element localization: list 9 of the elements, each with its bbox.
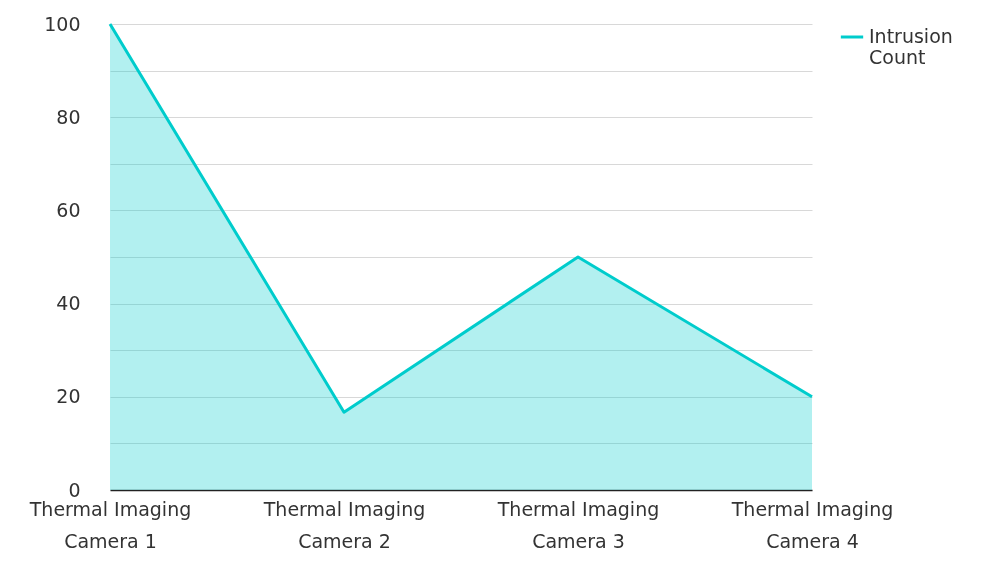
y-tick-label: 80 <box>56 105 81 128</box>
y-tick-label: 60 <box>56 198 81 221</box>
x-tick-label: Thermal Imaging Camera 3 <box>496 497 660 552</box>
legend-label: Intrusion Count <box>869 25 953 68</box>
x-tick-label: Thermal Imaging Camera 4 <box>730 497 894 552</box>
y-tick-label: 40 <box>56 292 81 315</box>
y-tick-label: 20 <box>56 385 81 408</box>
y-tick-label: 100 <box>44 12 81 35</box>
x-tick-label: Thermal Imaging Camera 2 <box>262 497 426 552</box>
